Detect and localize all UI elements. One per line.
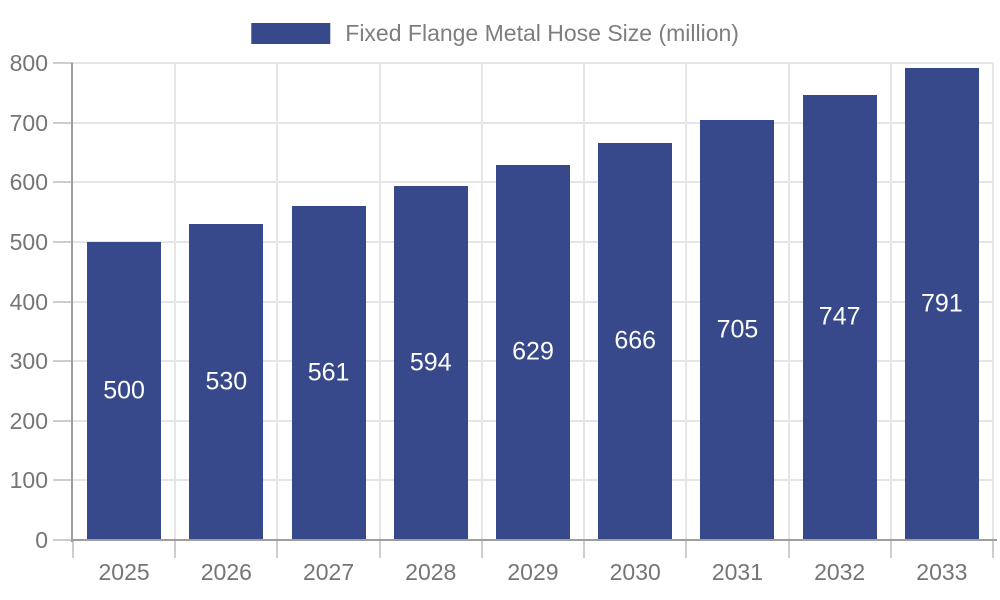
bar-value-label: 666: [614, 326, 657, 355]
gridline-vertical: [787, 63, 790, 540]
y-axis-tick: [53, 360, 73, 363]
y-tick-label: 100: [9, 467, 48, 494]
x-tick-label: 2026: [200, 559, 252, 585]
legend-label: Fixed Flange Metal Hose Size (million): [345, 20, 739, 46]
gridline-vertical: [276, 63, 279, 540]
bar-value-label: 629: [512, 337, 554, 366]
y-tick-label: 600: [9, 169, 48, 196]
bar-value-label: 747: [818, 302, 861, 331]
x-tick-label: 2028: [405, 559, 457, 585]
bar: 747: [802, 94, 877, 540]
bar-value-label: 530: [205, 367, 248, 396]
x-tick-label: 2025: [98, 559, 150, 585]
y-axis-tick: [53, 539, 73, 541]
bar: 666: [598, 142, 673, 540]
y-tick-label: 800: [9, 50, 48, 76]
x-axis-tick: [480, 540, 483, 558]
x-axis-tick: [174, 540, 177, 558]
x-tick-label: 2031: [711, 559, 764, 585]
bar: 705: [700, 119, 775, 540]
x-tick-label: 2029: [507, 559, 559, 585]
y-tick-label: 0: [35, 527, 48, 553]
gridline-vertical: [685, 63, 688, 540]
x-axis-tick: [889, 540, 892, 558]
gridline-vertical: [992, 63, 994, 540]
y-axis-tick: [53, 300, 73, 303]
y-tick-label: 200: [9, 407, 48, 434]
x-axis-tick: [685, 540, 688, 558]
bar: 561: [291, 205, 366, 540]
x-axis-tick: [787, 540, 790, 558]
x-tick-label: 2030: [609, 559, 661, 585]
gridline-vertical: [583, 63, 586, 540]
bar-value-label: 594: [409, 348, 452, 377]
bar: 500: [87, 241, 162, 540]
y-axis-tick: [53, 62, 73, 64]
y-axis-line: [71, 63, 73, 542]
x-axis-tick: [583, 540, 586, 558]
y-axis-tick: [53, 181, 73, 184]
bar: 629: [496, 164, 570, 540]
x-axis-line: [71, 539, 997, 541]
y-tick-label: 500: [9, 228, 48, 255]
y-tick-label: 400: [9, 288, 48, 315]
bar-value-label: 500: [103, 376, 145, 405]
bar: 530: [189, 223, 264, 540]
y-tick-label: 300: [9, 348, 48, 375]
gridline-vertical: [378, 63, 381, 540]
bar-value-label: 705: [716, 315, 759, 344]
x-tick-label: 2033: [916, 559, 968, 585]
x-tick-label: 2027: [302, 559, 355, 585]
y-axis-tick: [53, 121, 73, 124]
y-axis-tick: [53, 419, 73, 422]
bar: 791: [904, 68, 979, 540]
x-tick-label: 2032: [814, 559, 866, 585]
legend-marker[interactable]: [251, 22, 331, 44]
gridline-horizontal: [73, 121, 993, 124]
x-axis-tick: [992, 540, 994, 558]
x-axis-tick: [378, 540, 381, 558]
bar-value-label: 561: [307, 358, 350, 387]
y-tick-label: 700: [9, 109, 48, 136]
y-axis-tick: [53, 240, 73, 243]
legend[interactable]: Fixed Flange Metal Hose Size (million): [251, 20, 739, 46]
gridline-horizontal: [73, 62, 993, 64]
bar: 594: [393, 185, 468, 540]
x-axis-tick: [276, 540, 279, 558]
gridline-vertical: [480, 63, 483, 540]
x-axis-tick: [72, 540, 74, 558]
gridline-vertical: [889, 63, 892, 540]
gridline-vertical: [174, 63, 177, 540]
y-axis-tick: [53, 479, 73, 482]
bar-value-label: 791: [921, 289, 963, 318]
